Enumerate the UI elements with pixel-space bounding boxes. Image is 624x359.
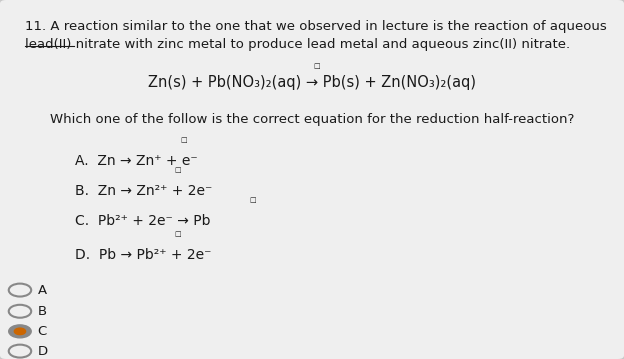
Text: □: □ <box>175 231 181 237</box>
Text: C: C <box>37 325 47 338</box>
Text: B: B <box>37 305 47 318</box>
Text: Which one of the follow is the correct equation for the reduction half-reaction?: Which one of the follow is the correct e… <box>50 113 574 126</box>
Text: D: D <box>37 345 47 358</box>
Circle shape <box>9 325 31 338</box>
Text: lead(II) nitrate with zinc metal to produce lead metal and aqueous zinc(II) nitr: lead(II) nitrate with zinc metal to prod… <box>25 38 570 51</box>
Circle shape <box>14 328 26 335</box>
Text: □: □ <box>181 137 187 143</box>
Text: □: □ <box>250 197 256 203</box>
Text: □: □ <box>314 63 320 69</box>
Text: □: □ <box>175 167 181 173</box>
Text: D.  Pb → Pb²⁺ + 2e⁻: D. Pb → Pb²⁺ + 2e⁻ <box>75 248 212 262</box>
Text: Zn(s) + Pb(NO₃)₂(aq) → Pb(s) + Zn(NO₃)₂(aq): Zn(s) + Pb(NO₃)₂(aq) → Pb(s) + Zn(NO₃)₂(… <box>148 75 476 90</box>
Text: 11. A reaction similar to the one that we observed in lecture is the reaction of: 11. A reaction similar to the one that w… <box>25 20 607 33</box>
Text: A.  Zn → Zn⁺ + e⁻: A. Zn → Zn⁺ + e⁻ <box>75 154 198 168</box>
Text: B.  Zn → Zn²⁺ + 2e⁻: B. Zn → Zn²⁺ + 2e⁻ <box>75 184 212 198</box>
Text: C.  Pb²⁺ + 2e⁻ → Pb: C. Pb²⁺ + 2e⁻ → Pb <box>75 214 210 228</box>
Text: A: A <box>37 284 47 297</box>
